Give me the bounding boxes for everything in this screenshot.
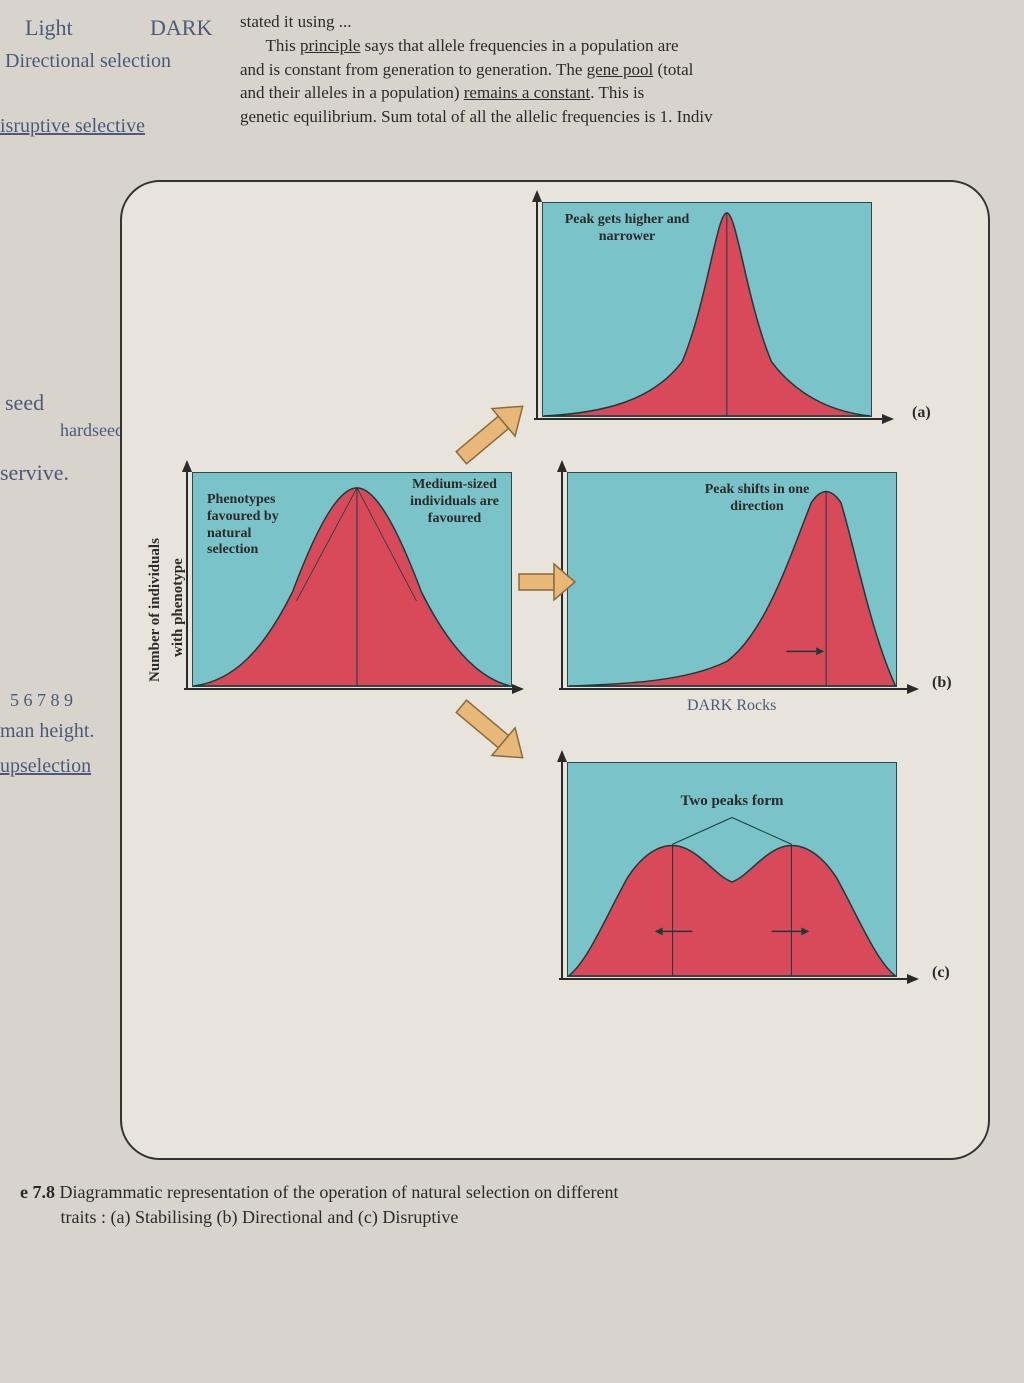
hw-seed: seed (5, 390, 44, 416)
panel-a-label: Peak gets higher and narrower (557, 212, 697, 246)
hw-hardseed: hardseed (60, 420, 124, 441)
hw-manheight: man height. (0, 720, 94, 743)
source-label-left: Phenotypes favoured by natural selection (207, 492, 302, 559)
caption-number: e 7.8 (20, 1182, 55, 1202)
panel-c-y-axis (555, 750, 569, 980)
arrow-to-c (442, 692, 542, 772)
body-paragraph: stated it using ... This principle says … (240, 10, 1000, 129)
hw-directional: Directional selection (5, 50, 171, 73)
panel-c-x-axis (559, 972, 919, 986)
hw-survive: servive. (0, 460, 69, 486)
hw-light: Light (25, 15, 73, 41)
figure-frame: Number of individuals with phenotype Phe… (120, 180, 990, 1160)
panel-a-x-axis (534, 412, 894, 426)
panel-b-label: Peak shifts in one direction (682, 482, 832, 516)
hw-darkrocks: DARK Rocks (687, 697, 776, 715)
arrow-to-a (442, 392, 542, 472)
hw-disruptive: isruptive selective (0, 115, 145, 138)
source-y-axis (180, 460, 194, 690)
figure-caption: e 7.8 Diagrammatic representation of the… (20, 1180, 1000, 1230)
y-axis-label-1: Number of individuals (147, 538, 164, 682)
hw-upselection: upselection (0, 755, 91, 778)
hw-dark: DARK (150, 15, 212, 41)
panel-b-x-axis (559, 682, 919, 696)
panel-a-y-axis (530, 190, 544, 420)
panel-c-label: Two peaks form (652, 792, 812, 810)
panel-b-letter: (b) (932, 674, 952, 692)
hw-numbers: 5 6 7 8 9 (10, 690, 73, 711)
panel-a-letter: (a) (912, 404, 931, 422)
para-line1: stated it using ... (240, 12, 351, 31)
source-label-right: Medium-sized individuals are favoured (397, 477, 512, 527)
arrow-to-b (517, 557, 577, 607)
panel-c-letter: (c) (932, 964, 950, 982)
